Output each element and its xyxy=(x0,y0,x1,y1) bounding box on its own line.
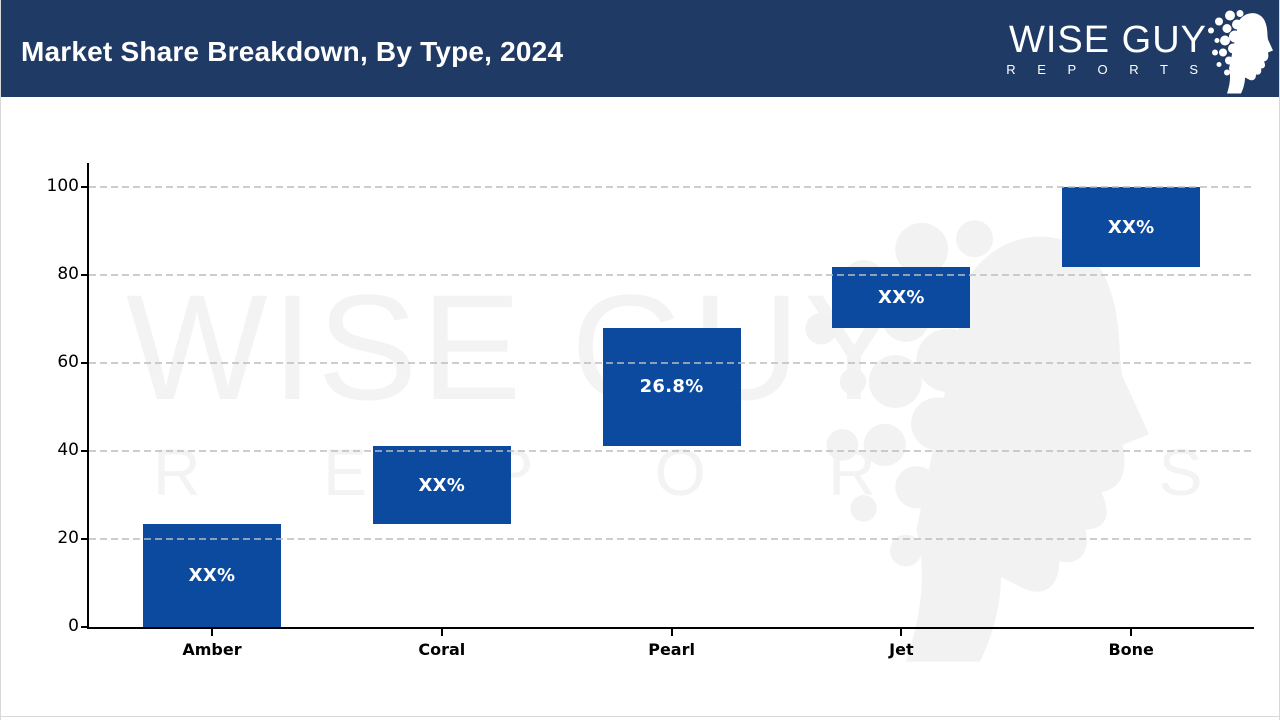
x-tickmark-bone xyxy=(1130,629,1133,636)
gridline-20 xyxy=(89,538,1254,540)
y-tick-label-80: 80 xyxy=(57,264,79,284)
x-tickmark-amber xyxy=(211,629,213,636)
y-tick-label-100: 100 xyxy=(46,176,79,196)
gridline-100 xyxy=(89,186,1254,188)
watermark-brand-name: WISE GUY xyxy=(126,263,909,431)
bar-value-label-coral: XX% xyxy=(418,474,466,496)
y-tickmark-0 xyxy=(81,626,89,628)
y-tickmark-40 xyxy=(81,450,89,452)
y-tick-label-40: 40 xyxy=(57,440,79,460)
bar-amber: XX% xyxy=(143,524,281,627)
y-tickmark-60 xyxy=(81,362,89,364)
x-category-label-jet: Jet xyxy=(889,640,914,659)
y-tick-label-20: 20 xyxy=(57,528,79,548)
bar-pearl: 26.8% xyxy=(602,327,741,446)
brand-logo-text: WISE GUY R E P O R T S xyxy=(1006,20,1207,77)
y-tickmark-20 xyxy=(81,538,89,540)
bar-value-label-pearl: 26.8% xyxy=(639,376,704,398)
x-tickmark-pearl xyxy=(670,629,673,636)
bar-value-label-bone: XX% xyxy=(1107,216,1155,238)
x-axis-line xyxy=(87,627,1254,629)
bar-coral: XX% xyxy=(372,445,511,525)
bottom-border xyxy=(1,716,1279,717)
y-axis-line xyxy=(87,163,89,629)
gridline-60 xyxy=(89,362,1254,364)
bar-jet: XX% xyxy=(832,267,971,328)
brand-name: WISE GUY xyxy=(1008,19,1207,61)
y-tickmark-100 xyxy=(81,186,89,188)
header-band: Market Share Breakdown, By Type, 2024 WI… xyxy=(1,0,1279,97)
page-title: Market Share Breakdown, By Type, 2024 xyxy=(21,36,564,67)
y-tick-label-60: 60 xyxy=(57,352,79,372)
y-tick-label-0: 0 xyxy=(68,616,79,636)
x-tickmark-jet xyxy=(900,629,903,636)
dotted-head-icon xyxy=(1208,10,1273,94)
gridline-40 xyxy=(89,450,1254,452)
brand-subtitle: R E P O R T S xyxy=(1006,62,1207,77)
x-tickmark-coral xyxy=(440,629,443,636)
bar-bone: XX% xyxy=(1062,187,1201,268)
bar-value-label-jet: XX% xyxy=(878,286,925,308)
x-category-label-pearl: Pearl xyxy=(648,640,695,659)
brand-logo: WISE GUY R E P O R T S xyxy=(1005,6,1273,94)
x-category-label-coral: Coral xyxy=(418,640,466,659)
bar-value-label-amber: XX% xyxy=(188,565,236,587)
x-category-label-bone: Bone xyxy=(1108,640,1154,659)
y-tickmark-80 xyxy=(81,274,89,276)
gridline-80 xyxy=(89,274,1254,276)
x-category-label-amber: Amber xyxy=(182,640,242,659)
